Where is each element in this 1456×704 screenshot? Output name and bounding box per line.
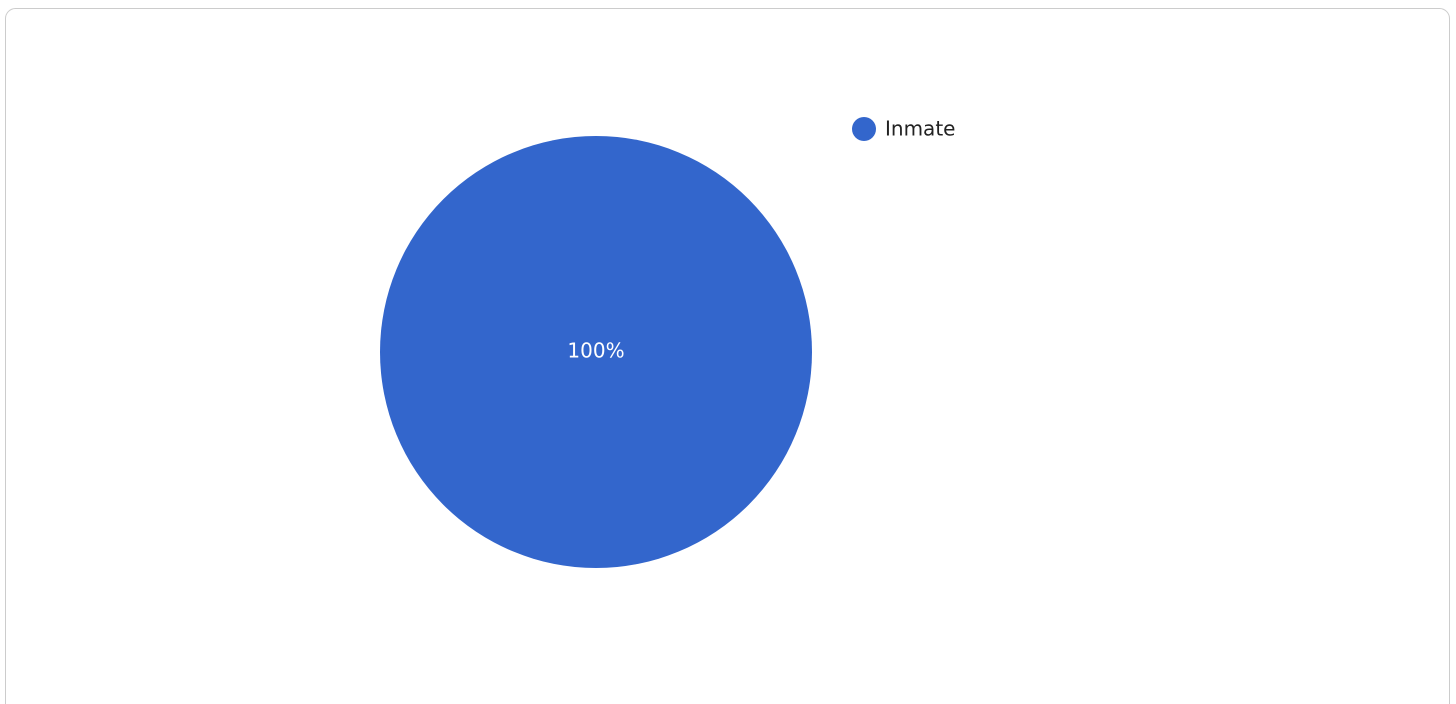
- pie-slice: [380, 136, 812, 568]
- legend-marker: [852, 117, 876, 141]
- legend-label: Inmate: [885, 117, 955, 141]
- slice-label: 100%: [567, 339, 624, 363]
